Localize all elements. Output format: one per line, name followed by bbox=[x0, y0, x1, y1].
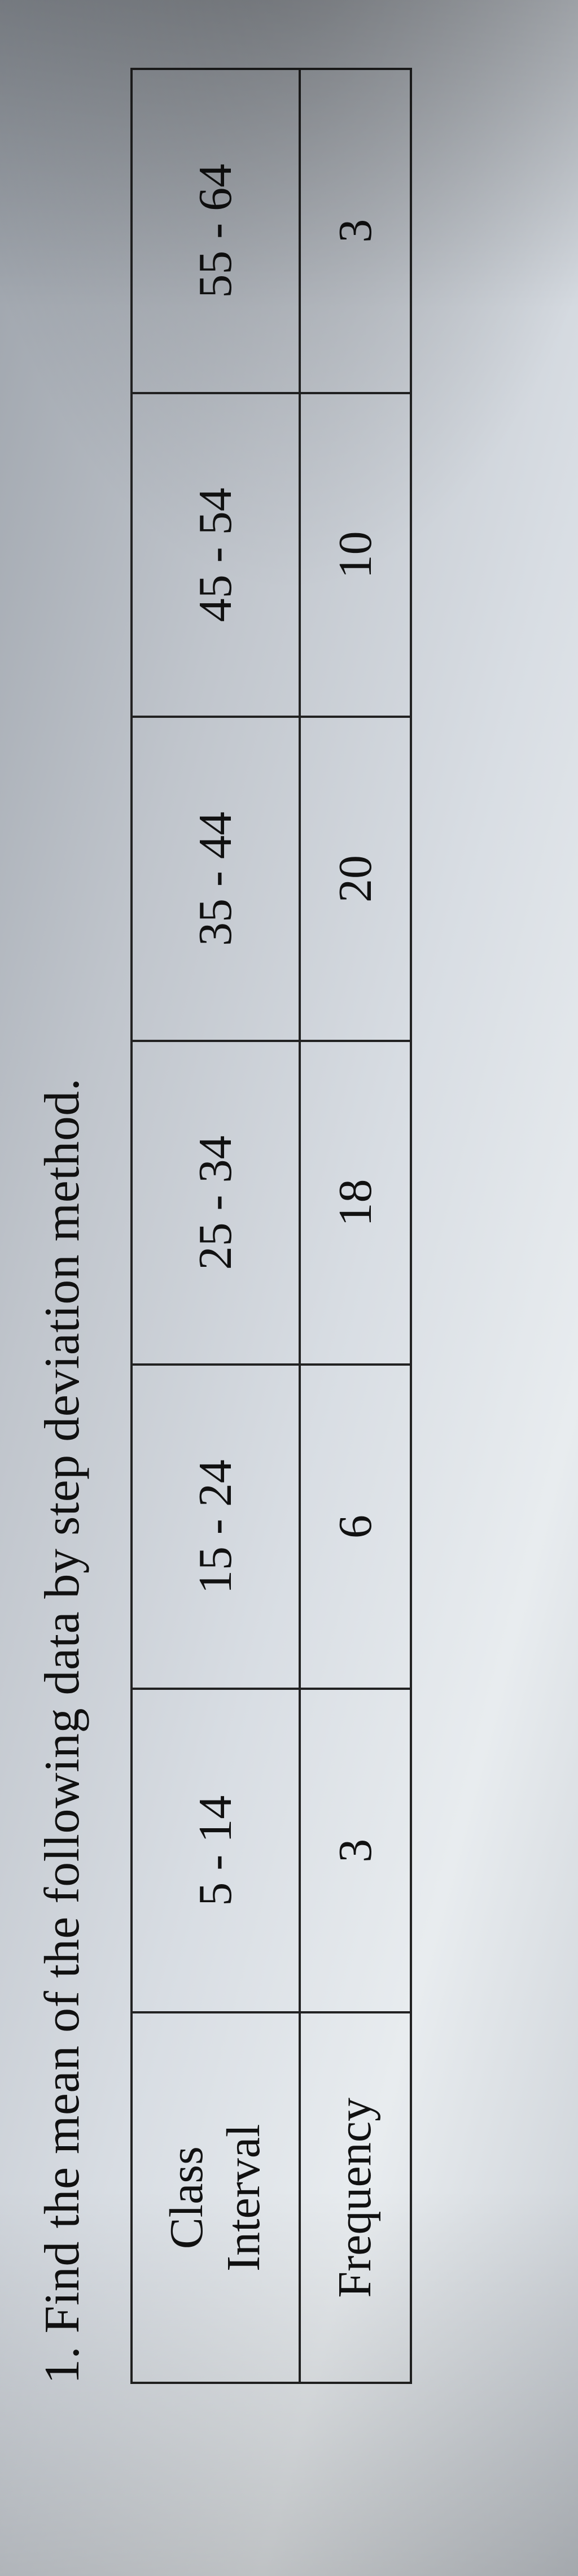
frequency-cell: 20 bbox=[300, 717, 411, 1041]
row-label-line2: Interval bbox=[216, 2019, 273, 2376]
frequency-cell: 6 bbox=[300, 1365, 411, 1689]
row-label-frequency: Frequency bbox=[300, 2012, 411, 2383]
interval-cell: 5 - 14 bbox=[132, 1689, 300, 2013]
table-row: Frequency 3 6 18 20 10 3 bbox=[300, 69, 411, 2383]
frequency-cell: 3 bbox=[300, 1689, 411, 2013]
row-label-class-interval: Class Interval bbox=[132, 2012, 300, 2383]
frequency-cell: 3 bbox=[300, 69, 411, 393]
row-label-frequency-text: Frequency bbox=[329, 2098, 381, 2298]
frequency-table: Class Interval 5 - 14 15 - 24 25 - 34 35… bbox=[130, 68, 411, 2384]
question-number: 1. bbox=[35, 2346, 90, 2384]
page: 1. Find the mean of the following data b… bbox=[0, 0, 578, 2576]
interval-cell: 45 - 54 bbox=[132, 393, 300, 717]
table-row: Class Interval 5 - 14 15 - 24 25 - 34 35… bbox=[132, 69, 300, 2383]
interval-cell: 35 - 44 bbox=[132, 717, 300, 1041]
question-text: 1. Find the mean of the following data b… bbox=[34, 68, 91, 2384]
interval-cell: 55 - 64 bbox=[132, 69, 300, 393]
question-body: Find the mean of the following data by s… bbox=[35, 1078, 90, 2334]
interval-cell: 25 - 34 bbox=[132, 1041, 300, 1365]
frequency-cell: 10 bbox=[300, 393, 411, 717]
frequency-cell: 18 bbox=[300, 1041, 411, 1365]
interval-cell: 15 - 24 bbox=[132, 1365, 300, 1689]
row-label-line1: Class bbox=[159, 2019, 216, 2376]
